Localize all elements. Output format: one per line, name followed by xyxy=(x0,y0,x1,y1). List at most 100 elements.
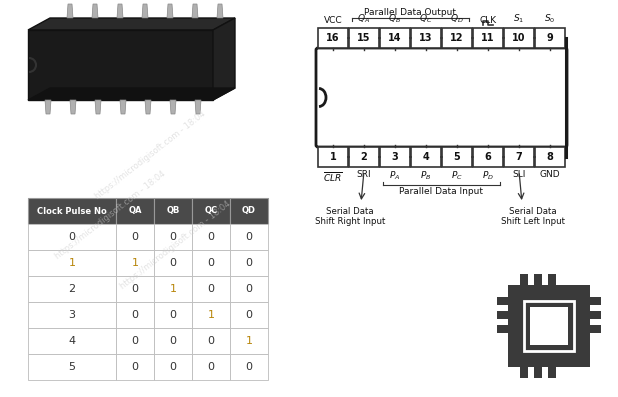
Text: 5: 5 xyxy=(454,152,460,162)
Polygon shape xyxy=(67,4,73,18)
Text: 1: 1 xyxy=(245,336,253,346)
Bar xyxy=(411,147,441,167)
Text: 8: 8 xyxy=(546,152,554,162)
Bar xyxy=(318,28,348,48)
Polygon shape xyxy=(170,100,176,114)
Bar xyxy=(192,250,230,276)
Text: 5: 5 xyxy=(69,362,75,372)
Bar xyxy=(230,328,268,354)
Text: 0: 0 xyxy=(169,258,177,268)
Text: 0: 0 xyxy=(132,310,138,320)
Polygon shape xyxy=(117,4,123,18)
Bar xyxy=(473,28,503,48)
Text: 1: 1 xyxy=(132,258,138,268)
Text: 0: 0 xyxy=(169,310,177,320)
Bar xyxy=(411,28,441,48)
Text: 0: 0 xyxy=(245,258,253,268)
Text: 0: 0 xyxy=(245,310,253,320)
Polygon shape xyxy=(145,100,151,114)
Text: 0: 0 xyxy=(208,362,214,372)
Bar xyxy=(590,297,601,305)
Bar xyxy=(230,354,268,380)
Bar xyxy=(230,302,268,328)
Text: QC: QC xyxy=(205,206,218,216)
Text: 4: 4 xyxy=(69,336,75,346)
Polygon shape xyxy=(192,4,198,18)
Bar xyxy=(590,311,601,319)
Bar xyxy=(442,28,472,48)
Polygon shape xyxy=(142,4,148,18)
Text: 0: 0 xyxy=(208,232,214,242)
Text: QD: QD xyxy=(242,206,256,216)
Polygon shape xyxy=(28,88,235,100)
Bar xyxy=(116,328,154,354)
Text: 13: 13 xyxy=(419,33,433,43)
Bar xyxy=(154,224,192,250)
Bar xyxy=(28,250,116,276)
Bar xyxy=(154,302,192,328)
Bar xyxy=(230,276,268,302)
Text: 0: 0 xyxy=(169,362,177,372)
Bar xyxy=(192,198,230,224)
Text: 0: 0 xyxy=(245,362,253,372)
Text: SLI: SLI xyxy=(512,170,526,179)
Bar xyxy=(116,224,154,250)
Text: 1: 1 xyxy=(69,258,75,268)
Bar xyxy=(28,198,116,224)
Text: 3: 3 xyxy=(69,310,75,320)
Bar xyxy=(349,28,379,48)
Bar xyxy=(28,276,116,302)
Bar xyxy=(192,276,230,302)
Polygon shape xyxy=(45,100,51,114)
Bar xyxy=(154,354,192,380)
Text: $Q_C$: $Q_C$ xyxy=(419,12,433,25)
Text: QB: QB xyxy=(166,206,180,216)
Polygon shape xyxy=(195,100,201,114)
Text: 2: 2 xyxy=(361,152,367,162)
Text: SRI: SRI xyxy=(357,170,371,179)
Bar xyxy=(192,224,230,250)
Text: QA: QA xyxy=(129,206,142,216)
Polygon shape xyxy=(120,100,126,114)
Polygon shape xyxy=(217,4,223,18)
Bar xyxy=(535,147,565,167)
Text: 10: 10 xyxy=(512,33,526,43)
Text: $\overline{CLR}$: $\overline{CLR}$ xyxy=(323,170,343,184)
Bar xyxy=(318,147,348,167)
Text: 0: 0 xyxy=(245,232,253,242)
Bar xyxy=(116,198,154,224)
Bar xyxy=(28,30,213,100)
Polygon shape xyxy=(70,100,76,114)
Text: VCC: VCC xyxy=(324,16,342,25)
Text: 1: 1 xyxy=(329,152,336,162)
Bar xyxy=(192,328,230,354)
Text: 0: 0 xyxy=(208,284,214,294)
Bar xyxy=(442,147,472,167)
Bar xyxy=(230,250,268,276)
Text: Serial Data
Shift Left Input: Serial Data Shift Left Input xyxy=(501,207,565,226)
Text: 12: 12 xyxy=(451,33,464,43)
Text: 0: 0 xyxy=(245,284,253,294)
Bar xyxy=(534,274,542,285)
Bar xyxy=(230,224,268,250)
Bar xyxy=(524,301,574,351)
Polygon shape xyxy=(92,4,98,18)
Text: CLK: CLK xyxy=(480,16,496,25)
Text: 2: 2 xyxy=(69,284,75,294)
Text: GND: GND xyxy=(540,170,561,179)
Text: 0: 0 xyxy=(208,258,214,268)
Bar xyxy=(497,311,508,319)
Bar xyxy=(116,250,154,276)
Text: 4: 4 xyxy=(423,152,430,162)
Text: 0: 0 xyxy=(132,284,138,294)
Bar xyxy=(28,302,116,328)
Bar xyxy=(154,198,192,224)
Bar xyxy=(504,28,534,48)
Bar xyxy=(508,285,590,367)
Text: 15: 15 xyxy=(357,33,371,43)
Bar xyxy=(530,307,568,345)
Text: 0: 0 xyxy=(208,336,214,346)
Text: 7: 7 xyxy=(515,152,522,162)
Text: $S_0$: $S_0$ xyxy=(544,12,556,25)
Bar xyxy=(349,147,379,167)
